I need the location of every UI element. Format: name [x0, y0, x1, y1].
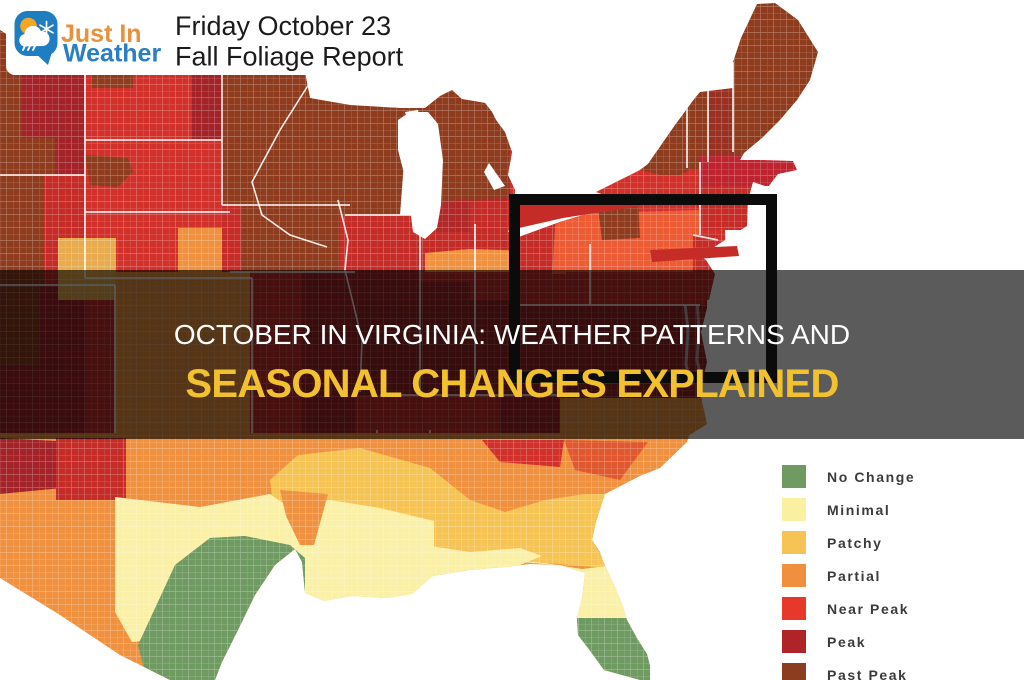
svg-text:Fall Foliage Report: Fall Foliage Report: [175, 42, 404, 72]
svg-text:Friday October 23: Friday October 23: [175, 11, 391, 41]
svg-text:Weather: Weather: [63, 40, 161, 68]
svg-text:Just In: Just In: [61, 20, 142, 48]
svg-text:OCTOBER IN VIRGINIA: WEATHER P: OCTOBER IN VIRGINIA: WEATHER PATTERNS AN…: [174, 319, 850, 350]
svg-text:SEASONAL CHANGES EXPLAINED: SEASONAL CHANGES EXPLAINED: [185, 362, 838, 406]
